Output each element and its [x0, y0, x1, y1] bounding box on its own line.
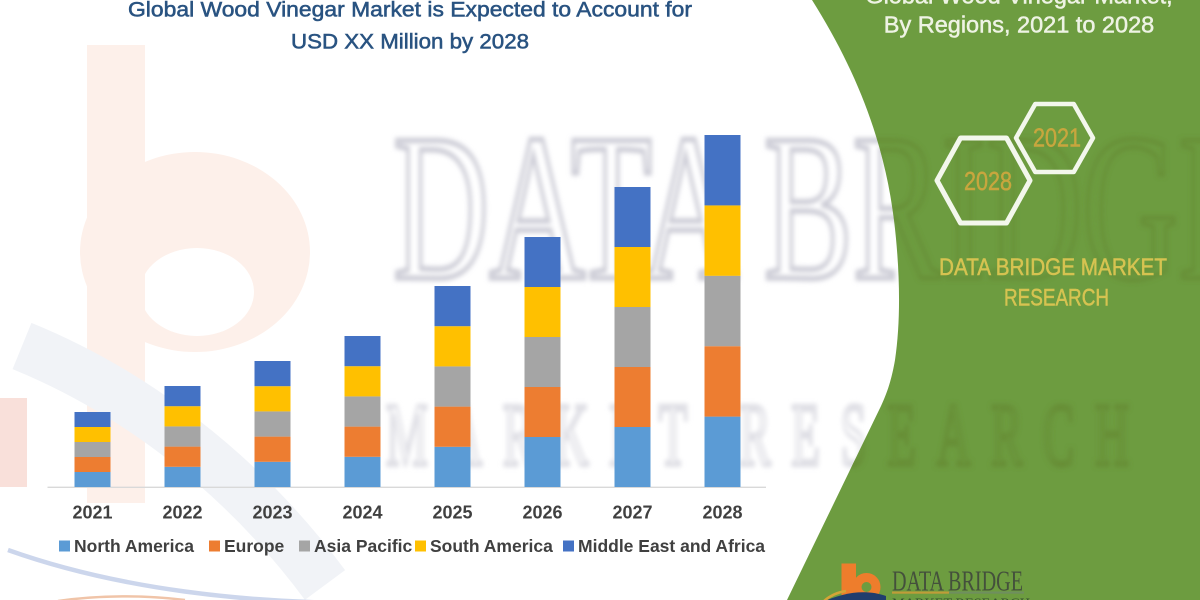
svg-text:North America: North America: [74, 536, 194, 556]
svg-text:2025: 2025: [432, 502, 472, 522]
svg-text:2021: 2021: [1033, 123, 1081, 153]
svg-text:2021: 2021: [72, 502, 112, 522]
svg-text:2027: 2027: [612, 502, 652, 522]
svg-text:Middle East and Africa: Middle East and Africa: [578, 536, 765, 556]
svg-text:2024: 2024: [342, 502, 382, 522]
svg-text:2022: 2022: [162, 502, 202, 522]
svg-text:2028: 2028: [964, 166, 1012, 196]
svg-text:Global Wood Vinegar Market,: Global Wood Vinegar Market,: [865, 0, 1172, 9]
svg-text:2023: 2023: [252, 502, 292, 522]
svg-text:MARKET RESEARCH: MARKET RESEARCH: [892, 595, 1030, 600]
svg-text:Europe: Europe: [224, 536, 285, 556]
svg-text:USD XX Million by 2028: USD XX Million by 2028: [291, 30, 529, 54]
svg-text:South America: South America: [430, 536, 553, 556]
svg-text:2026: 2026: [522, 502, 562, 522]
svg-text:Asia Pacific: Asia Pacific: [314, 536, 413, 556]
svg-text:By Regions, 2021 to 2028: By Regions, 2021 to 2028: [884, 12, 1154, 38]
svg-text:Global Wood Vinegar Market is: Global Wood Vinegar Market is Expected t…: [128, 0, 692, 22]
svg-text:2028: 2028: [702, 502, 742, 522]
svg-text:RESEARCH: RESEARCH: [1004, 285, 1109, 312]
svg-text:DATA BRIDGE MARKET: DATA BRIDGE MARKET: [939, 254, 1167, 281]
